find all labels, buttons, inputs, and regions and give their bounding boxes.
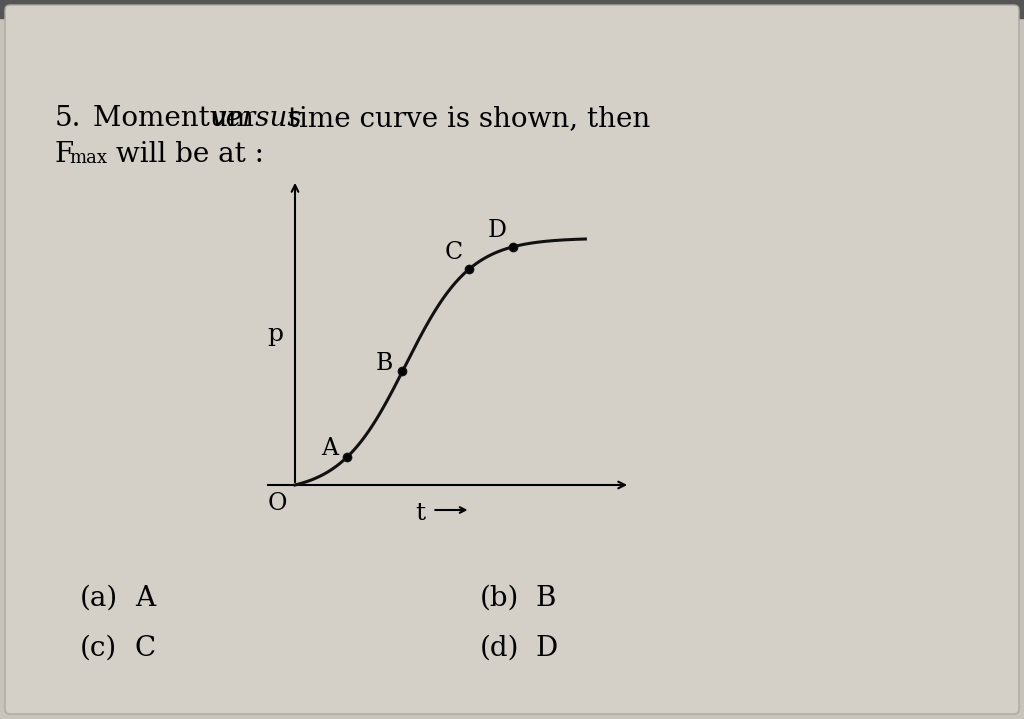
Text: time curve is shown, then: time curve is shown, then — [279, 105, 650, 132]
Text: O: O — [267, 492, 287, 515]
Text: C: C — [135, 635, 156, 662]
Text: B: B — [535, 585, 555, 612]
Text: versus: versus — [211, 105, 303, 132]
Text: will be at :: will be at : — [106, 141, 264, 168]
Text: (b): (b) — [480, 585, 519, 612]
Text: D: D — [487, 219, 506, 242]
Text: D: D — [535, 635, 557, 662]
Text: A: A — [321, 437, 338, 460]
Text: (c): (c) — [80, 635, 118, 662]
Text: (d): (d) — [480, 635, 519, 662]
Text: A: A — [135, 585, 155, 612]
Text: p: p — [267, 324, 283, 347]
Text: max: max — [69, 149, 106, 167]
Text: t: t — [416, 501, 425, 524]
Text: (a): (a) — [80, 585, 118, 612]
Text: Momentum: Momentum — [93, 105, 263, 132]
Text: B: B — [376, 352, 393, 375]
FancyBboxPatch shape — [5, 5, 1019, 714]
Text: F: F — [55, 141, 74, 168]
Text: C: C — [444, 242, 462, 265]
Text: 5.: 5. — [55, 105, 82, 132]
